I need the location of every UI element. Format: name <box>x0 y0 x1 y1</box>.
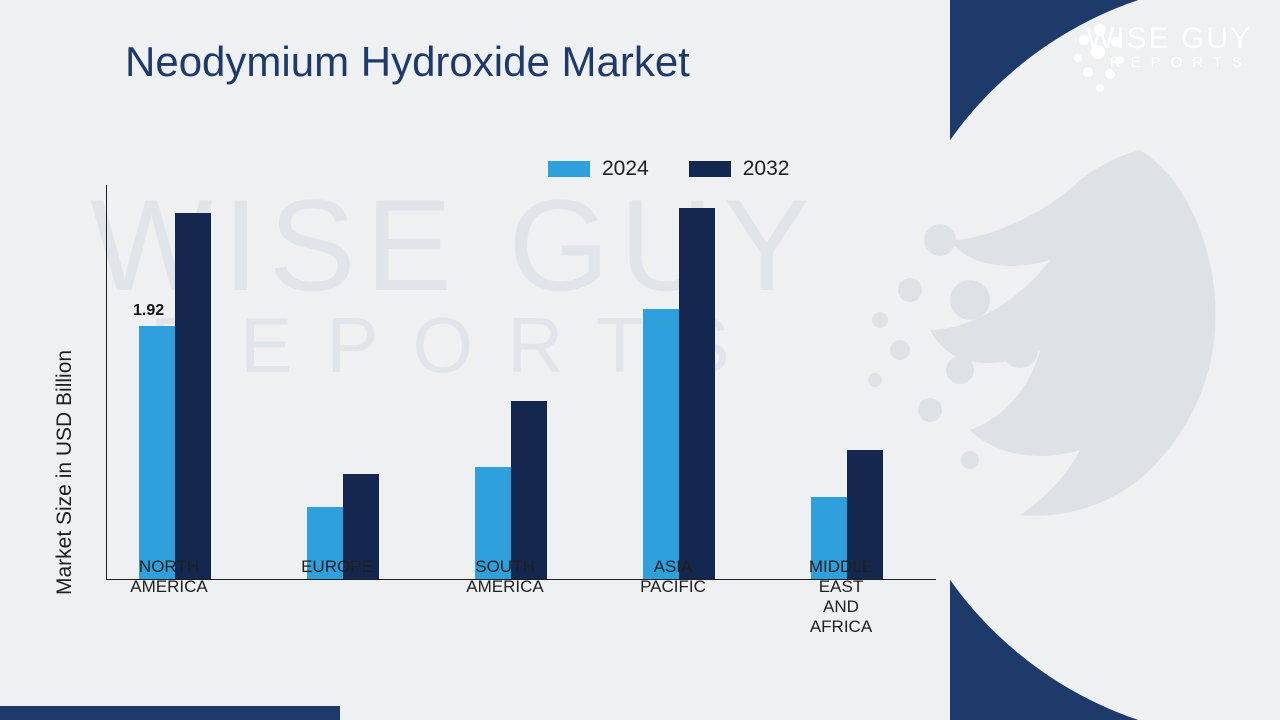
plot-area: 1.92 <box>106 185 936 580</box>
legend-label: 2032 <box>743 157 790 181</box>
x-axis-label: ASIAPACIFIC <box>613 557 733 597</box>
chart-title: Neodymium Hydroxide Market <box>125 38 690 86</box>
bottom-accent-bar <box>0 706 340 720</box>
y-axis-label: Market Size in USD Billion <box>53 350 77 595</box>
x-axis-label: NORTHAMERICA <box>109 557 229 597</box>
x-axis-label: EUROPE <box>277 557 397 577</box>
legend-swatch <box>689 161 731 177</box>
chart-area: Market Size in USD Billion 2024 2032 1.92… <box>48 155 948 695</box>
bar-2032 <box>511 401 547 579</box>
bar-2032 <box>175 213 211 579</box>
brand-line1: WISE GUY <box>1086 22 1252 56</box>
bar-2032 <box>679 208 715 579</box>
brand-line2: REPORTS <box>1086 54 1252 71</box>
legend-item-2024: 2024 <box>548 157 649 181</box>
x-axis-label: MIDDLEEASTANDAFRICA <box>781 557 901 637</box>
legend: 2024 2032 <box>548 157 789 181</box>
chart-canvas: WISE GUY REPORTS WISE GUY REPORTS Neodym… <box>0 0 1280 720</box>
bar-2024 <box>643 309 679 579</box>
bar-2024 <box>139 326 175 579</box>
legend-label: 2024 <box>602 157 649 181</box>
bar-value-label: 1.92 <box>133 302 164 320</box>
brand-logo: WISE GUY REPORTS <box>1086 22 1252 71</box>
legend-item-2032: 2032 <box>689 157 790 181</box>
legend-swatch <box>548 161 590 177</box>
x-axis-label: SOUTHAMERICA <box>445 557 565 597</box>
